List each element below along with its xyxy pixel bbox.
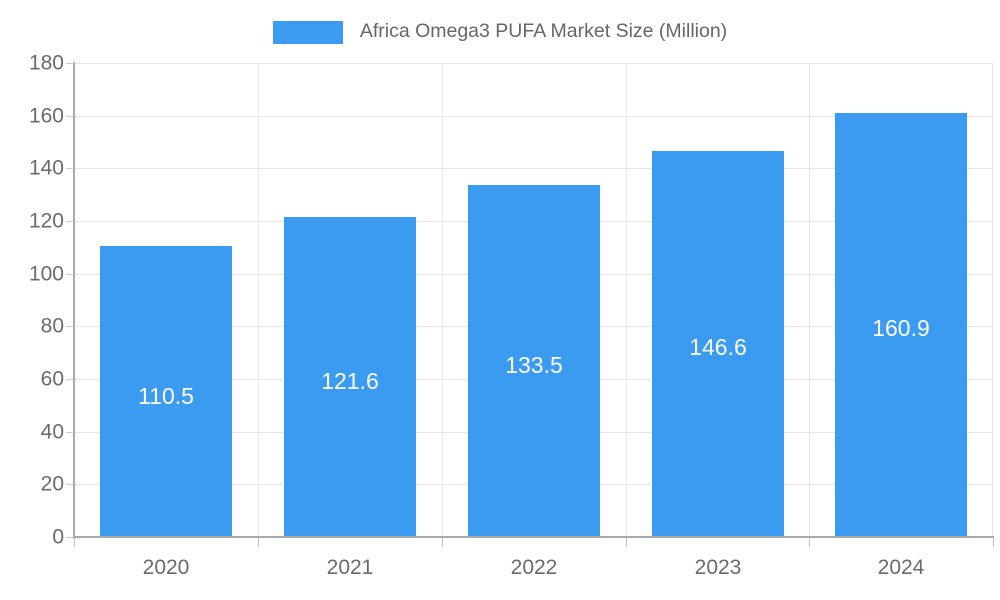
x-axis-label-2024: 2024: [877, 556, 925, 579]
legend-item-series-1[interactable]: Africa Omega3 PUFA Market Size (Million): [272, 20, 728, 44]
bar-2024[interactable]: [835, 113, 967, 537]
y-tick-mark-80: [66, 326, 74, 328]
gridline-vertical-3: [626, 63, 627, 537]
y-axis-label-160: 160: [28, 104, 64, 128]
bar-2021[interactable]: [284, 216, 416, 537]
y-axis-label-0: 0: [52, 525, 64, 549]
gridline-horizontal-180: [74, 63, 993, 64]
y-axis-line: [73, 62, 75, 539]
x-axis-label-2022: 2022: [510, 556, 558, 579]
y-axis-label-180: 180: [28, 51, 64, 75]
bar-value-label-2024: 160.9: [872, 315, 930, 341]
x-tick-mark-1: [258, 538, 259, 547]
x-tick-mark-5: [993, 538, 994, 547]
y-axis-label-120: 120: [28, 209, 64, 233]
gridline-vertical-4: [809, 63, 810, 537]
y-tick-mark-180: [66, 63, 74, 64]
y-axis-label-80: 80: [40, 314, 64, 338]
bar-value-label-2021: 121.6: [321, 368, 379, 394]
y-axis-label-100: 100: [28, 262, 64, 286]
bar-2022[interactable]: [468, 185, 600, 537]
x-tick-mark-0: [74, 538, 75, 547]
legend-color-swatch-icon: [272, 20, 343, 44]
bar-value-label-2020: 110.5: [138, 383, 194, 409]
x-tick-mark-2: [442, 538, 443, 547]
y-axis-label-20: 20: [40, 472, 64, 496]
x-tick-mark-3: [626, 538, 627, 547]
x-axis-line: [73, 536, 994, 538]
y-tick-mark-140: [66, 168, 74, 170]
y-tick-mark-120: [66, 221, 74, 222]
y-tick-mark-160: [66, 115, 74, 117]
x-tick-mark-4: [809, 538, 810, 547]
legend-label: Africa Omega3 PUFA Market Size (Million): [359, 20, 728, 43]
y-axis-label-140: 140: [28, 156, 64, 180]
y-tick-mark-100: [66, 273, 74, 275]
x-axis-label-2023: 2023: [694, 556, 742, 579]
y-axis-label-60: 60: [40, 367, 64, 391]
bar-2023[interactable]: [652, 150, 784, 537]
y-tick-mark-40: [66, 431, 74, 433]
bar-2020[interactable]: [100, 246, 232, 537]
y-tick-mark-60: [66, 379, 74, 380]
x-axis-label-2020: 2020: [142, 556, 190, 579]
gridline-vertical-2: [442, 63, 443, 537]
plot-right-border: [992, 63, 993, 537]
x-axis-label-2021: 2021: [326, 556, 374, 579]
gridline-horizontal-160: [74, 115, 993, 117]
y-axis-label-40: 40: [40, 420, 64, 444]
plot-area: 110.5 121.6 133.5 146.6 160.9: [74, 63, 993, 537]
gridline-horizontal-140: [74, 168, 993, 170]
y-tick-mark-20: [66, 484, 74, 486]
gridline-vertical-1: [258, 63, 259, 537]
y-tick-mark-0: [66, 537, 74, 538]
bar-value-label-2023: 146.6: [689, 334, 747, 360]
chart-legend: Africa Omega3 PUFA Market Size (Million): [0, 14, 1000, 50]
bar-value-label-2022: 133.5: [505, 352, 563, 378]
